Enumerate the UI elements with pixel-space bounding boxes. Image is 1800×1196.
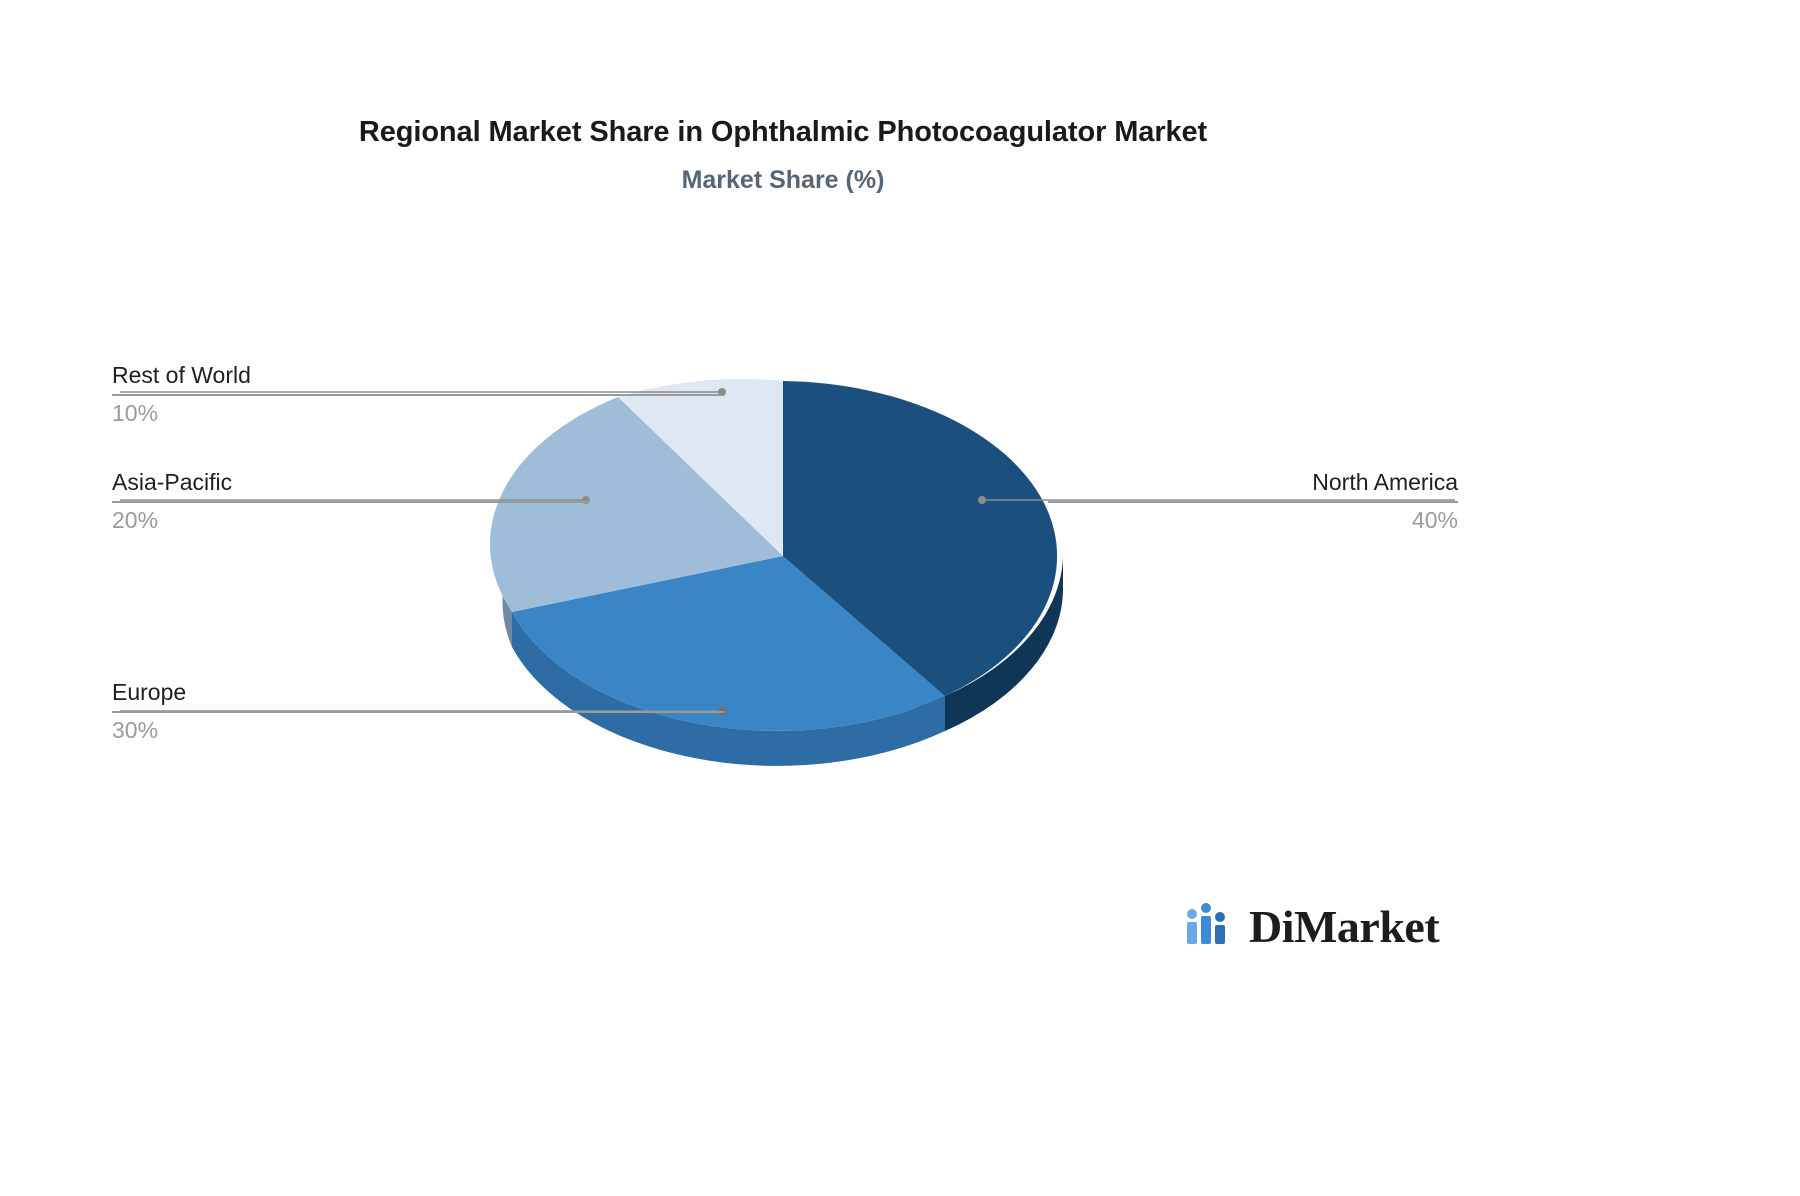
callout-value-europe: 30% <box>112 716 159 743</box>
callout-value-asia-pacific: 20% <box>112 506 159 533</box>
callout-rule <box>112 710 724 713</box>
callout-value-rest-of-world: 10% <box>112 399 159 426</box>
callout-rule <box>1048 500 1458 503</box>
callout-label-asia-pacific: Asia-Pacific <box>112 469 233 495</box>
callout-label-north-america: North America <box>1312 469 1458 495</box>
callout-asia-pacific: Asia-Pacific 20% <box>112 468 590 535</box>
callout-rest-of-world: Rest of World 10% <box>112 361 722 428</box>
pie-slice-europe[interactable] <box>512 556 945 731</box>
bar-chart-icon-svg <box>1187 903 1225 944</box>
pie-slice-side-north-america <box>945 556 1063 731</box>
bar-chart-icon <box>1185 901 1239 952</box>
pie-slice-rest-of-world[interactable] <box>618 379 783 556</box>
callout-label-rest-of-world: Rest of World <box>112 362 251 388</box>
chart-title: Regional Market Share in Ophthalmic Phot… <box>358 116 1208 148</box>
callout-europe: Europe 30% <box>112 678 724 745</box>
chart-subtitle: Market Share (%) <box>681 166 885 194</box>
callout-rule <box>112 393 722 396</box>
callout-north-america: North America 40% <box>1048 468 1458 535</box>
callout-value-north-america: 40% <box>1411 506 1458 533</box>
pie-slice-asia-pacific[interactable] <box>489 397 783 612</box>
callout-label-europe: Europe <box>112 679 187 705</box>
pie-slice-north-america[interactable] <box>783 381 1058 696</box>
brand-wordmark: DiMarket <box>1249 901 1440 952</box>
pie-slice-side-europe <box>512 612 945 766</box>
callout-rule <box>112 500 590 503</box>
leader-line-north-america <box>978 496 1455 504</box>
brand-logo: DiMarket <box>1185 900 1440 953</box>
